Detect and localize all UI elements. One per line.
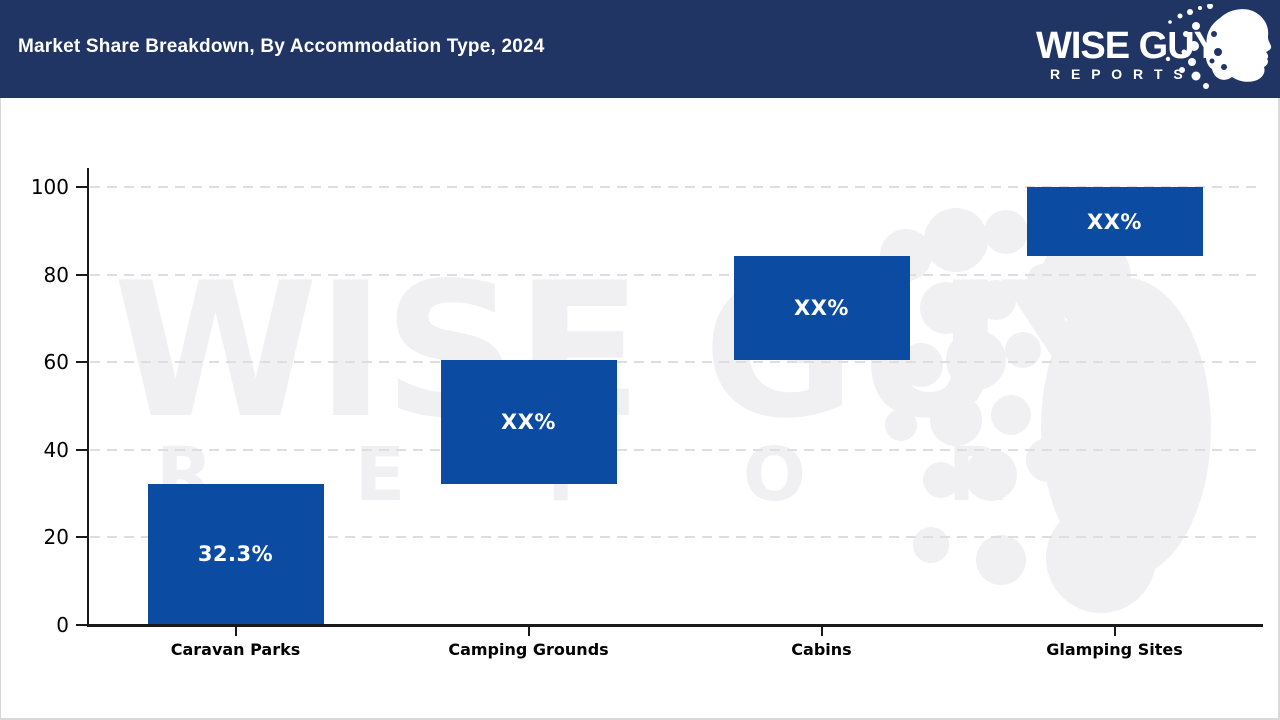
logo-text: WISE GUY R E P O R T S [1036,25,1220,82]
y-axis-tick-label-20: 20 [43,525,69,550]
watermark-face-icon [873,208,1211,613]
gridline-100 [90,186,1262,188]
x-axis-category-label-cabins: Cabins [791,640,852,659]
bar-caravan-parks: 32.3% [147,483,324,625]
y-axis-tick-label-40: 40 [43,437,69,462]
y-axis-tick-label-100: 100 [30,175,69,199]
gridline-40 [90,448,1262,451]
x-axis-category-label-camping-grounds: Camping Grounds [448,640,609,659]
y-axis-tick-label-80: 80 [43,262,69,287]
bar-value-label-camping-grounds: XX% [501,409,556,434]
bar-value-label-glamping-sites: XX% [1087,209,1142,234]
chart-title: Market Share Breakdown, By Accommodation… [18,36,545,57]
x-axis-tick-camping-grounds [527,627,530,636]
wise-guy-reports-logo: WISE GUY R E P O R T S [1036,4,1272,89]
logo-reports-text: R E P O R T S [1050,66,1186,82]
y-axis-tick-20 [76,536,89,539]
plot-area: 0 20 40 60 80 100 32.3% Caravan Parks XX% Camping… [1,98,1278,718]
bar-value-label-cabins: XX% [794,296,849,321]
y-axis-tick-40 [76,448,89,451]
y-axis-tick-label-0: 0 [56,613,69,637]
chart-card: WISE GUY R E P O R T S 02040608010032.3%… [0,98,1280,720]
gridline-60 [90,361,1262,364]
gridline-80 [90,273,1262,276]
y-axis-tick-100 [76,186,89,188]
x-axis-line [87,624,1263,627]
x-axis-category-label-glamping-sites: Glamping Sites [1046,640,1183,659]
wise-guy-face-icon [1165,4,1272,89]
y-axis-tick-label-60: 60 [43,350,69,375]
x-axis-tick-cabins [820,627,823,636]
y-axis-tick-80 [76,273,89,276]
bar-camping-grounds: XX% [440,360,617,484]
y-axis-tick-0 [76,624,89,626]
x-axis-tick-caravan-parks [234,627,237,636]
header-bar: Market Share Breakdown, By Accommodation… [0,0,1280,98]
bar-value-label-caravan-parks: 32.3% [197,542,274,567]
y-axis-tick-60 [76,361,89,364]
x-axis-tick-glamping-sites [1113,627,1116,636]
gridline-20 [90,536,1262,539]
bar-cabins: XX% [733,256,910,360]
y-axis-line [87,168,89,627]
bar-glamping-sites: XX% [1026,187,1203,257]
x-axis-category-label-caravan-parks: Caravan Parks [170,640,301,659]
